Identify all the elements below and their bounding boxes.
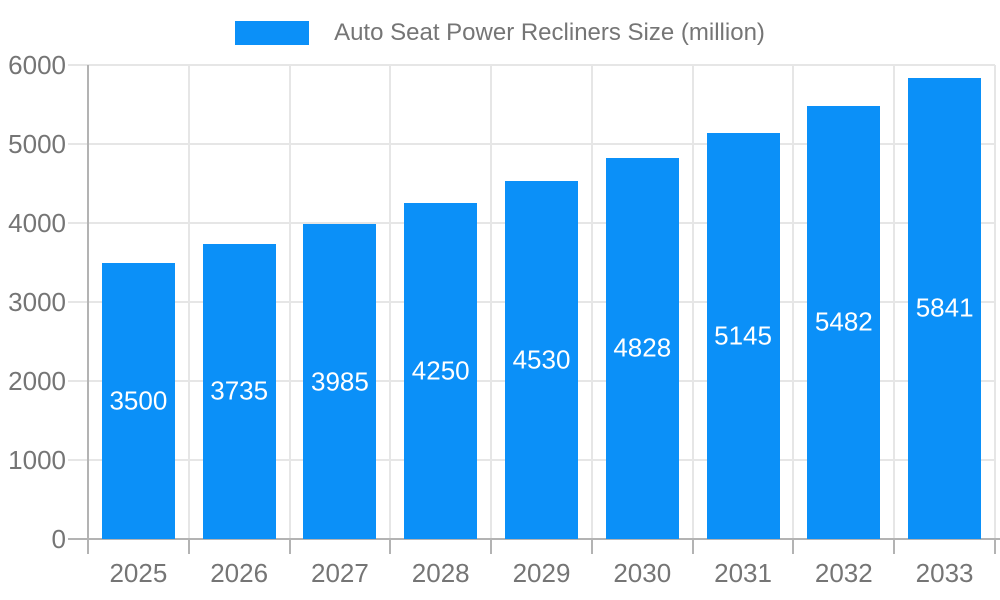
legend-item[interactable]: Auto Seat Power Recliners Size (million): [0, 19, 1000, 47]
y-tick: [68, 222, 88, 224]
bar-value-label: 5145: [714, 320, 772, 351]
bar-value-label: 5482: [814, 306, 873, 337]
x-gridline: [389, 65, 392, 539]
y-axis-label: 3000: [8, 287, 66, 317]
bar[interactable]: 5841: [908, 77, 982, 539]
bar[interactable]: 5145: [706, 132, 780, 539]
bar-value-label: 4250: [411, 355, 470, 386]
x-tick: [792, 539, 795, 554]
x-gridline: [691, 65, 694, 539]
bar[interactable]: 3500: [101, 262, 175, 539]
bar[interactable]: 4250: [404, 203, 478, 539]
y-tick: [68, 459, 88, 461]
x-tick: [187, 539, 190, 554]
y-axis-label: 6000: [8, 50, 66, 80]
y-tick: [68, 380, 88, 382]
x-tick: [590, 539, 593, 554]
x-tick: [288, 539, 291, 554]
bar-value-label: 3985: [311, 366, 369, 397]
x-axis-line: [68, 538, 1000, 540]
x-axis-label: 2033: [915, 558, 974, 588]
x-axis-label: 2026: [210, 558, 269, 588]
bar-value-label: 3735: [210, 375, 269, 406]
x-tick: [691, 539, 694, 554]
x-axis-label: 2028: [411, 558, 470, 588]
y-axis-label: 0: [51, 524, 66, 554]
legend-label[interactable]: Auto Seat Power Recliners Size (million): [334, 19, 765, 46]
y-tick: [68, 64, 88, 66]
legend-swatch[interactable]: [235, 21, 310, 45]
x-tick: [490, 539, 493, 554]
bar-value-label: 3500: [109, 385, 168, 416]
x-gridline: [490, 65, 493, 539]
x-gridline: [792, 65, 795, 539]
x-tick: [994, 539, 996, 554]
x-gridline: [994, 65, 996, 539]
x-gridline: [187, 65, 190, 539]
bar-value-label: 5841: [915, 292, 974, 323]
x-axis-label: 2031: [714, 558, 772, 588]
y-axis-label: 1000: [8, 445, 66, 475]
x-axis-label: 2025: [109, 558, 168, 588]
y-axis-label: 4000: [8, 208, 66, 238]
y-axis-label: 2000: [8, 366, 66, 396]
x-axis-label: 2027: [311, 558, 369, 588]
y-tick: [68, 301, 88, 303]
x-gridline: [288, 65, 291, 539]
bar-value-label: 4530: [512, 344, 571, 375]
x-gridline: [590, 65, 593, 539]
x-tick: [893, 539, 896, 554]
bar[interactable]: 3985: [303, 224, 377, 539]
bar[interactable]: 4530: [505, 181, 578, 539]
y-tick: [68, 143, 88, 145]
bar-value-label: 4828: [613, 332, 672, 363]
x-axis-label: 2030: [613, 558, 672, 588]
x-tick: [389, 539, 392, 554]
y-gridline: [88, 64, 995, 66]
y-gridline: [88, 143, 995, 145]
x-tick: [87, 539, 89, 554]
y-axis-line: [87, 65, 89, 539]
bar[interactable]: 5482: [807, 105, 881, 539]
bar[interactable]: 4828: [605, 157, 679, 539]
x-axis-label: 2029: [512, 558, 571, 588]
bar[interactable]: 3735: [202, 243, 276, 539]
x-axis-label: 2032: [814, 558, 873, 588]
x-gridline: [893, 65, 896, 539]
y-axis-label: 5000: [8, 129, 66, 159]
